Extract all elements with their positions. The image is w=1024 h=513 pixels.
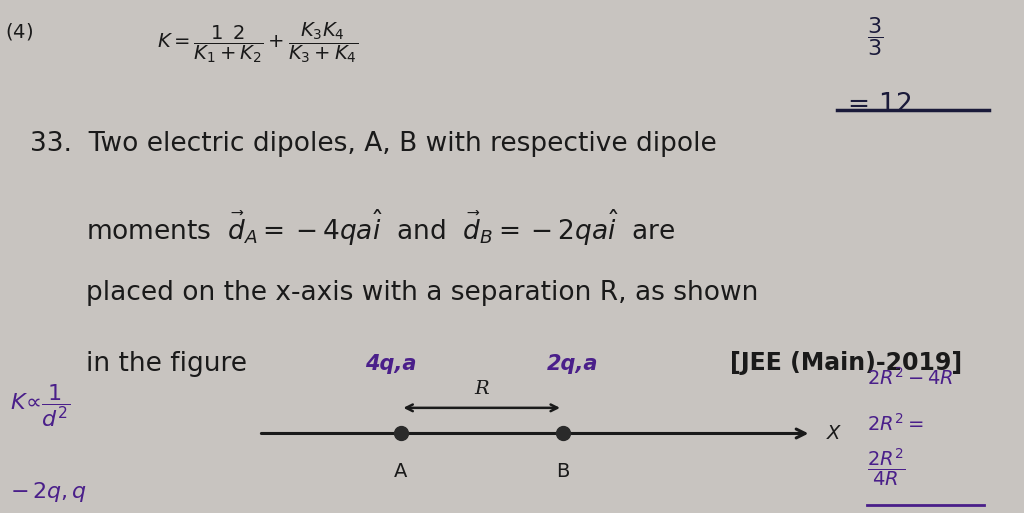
Text: A: A: [394, 462, 408, 481]
Text: $(4)$: $(4)$: [5, 21, 33, 42]
Text: $2R^2-4R$: $2R^2-4R$: [867, 367, 953, 389]
Text: 33.  Two electric dipoles, A, B with respective dipole: 33. Two electric dipoles, A, B with resp…: [31, 131, 717, 157]
Text: $K = \dfrac{1\enspace 2}{K_1+K_2} + \dfrac{K_3 K_4}{K_3+K_4}$: $K = \dfrac{1\enspace 2}{K_1+K_2} + \dfr…: [157, 21, 358, 65]
Text: moments  $\vec{d}_A = -4qa\hat{i}$  and  $\vec{d}_B = -2qa\hat{i}$  are: moments $\vec{d}_A = -4qa\hat{i}$ and $\…: [86, 208, 676, 248]
Text: 4q,a: 4q,a: [365, 354, 416, 374]
Text: 2q,a: 2q,a: [547, 354, 599, 374]
Point: [392, 429, 409, 438]
Text: $\dfrac{2R^2}{4R}$: $\dfrac{2R^2}{4R}$: [867, 446, 905, 488]
Text: $=\,12$: $=\,12$: [842, 92, 911, 117]
Text: $\dfrac{3}{3}$: $\dfrac{3}{3}$: [867, 15, 883, 58]
Text: [JEE (Main)-2019]: [JEE (Main)-2019]: [730, 351, 963, 376]
Text: B: B: [556, 462, 569, 481]
Point: [555, 429, 571, 438]
Text: X: X: [826, 424, 840, 443]
Text: $K\!\propto\!\dfrac{1}{d^2}$: $K\!\propto\!\dfrac{1}{d^2}$: [10, 382, 71, 429]
Text: in the figure: in the figure: [86, 351, 247, 378]
Text: $2R^2 =$: $2R^2 =$: [867, 413, 924, 435]
Text: $-\,2q,q$: $-\,2q,q$: [10, 480, 87, 504]
Text: placed on the x-axis with a separation R, as shown: placed on the x-axis with a separation R…: [86, 280, 759, 306]
Text: R: R: [474, 380, 489, 398]
